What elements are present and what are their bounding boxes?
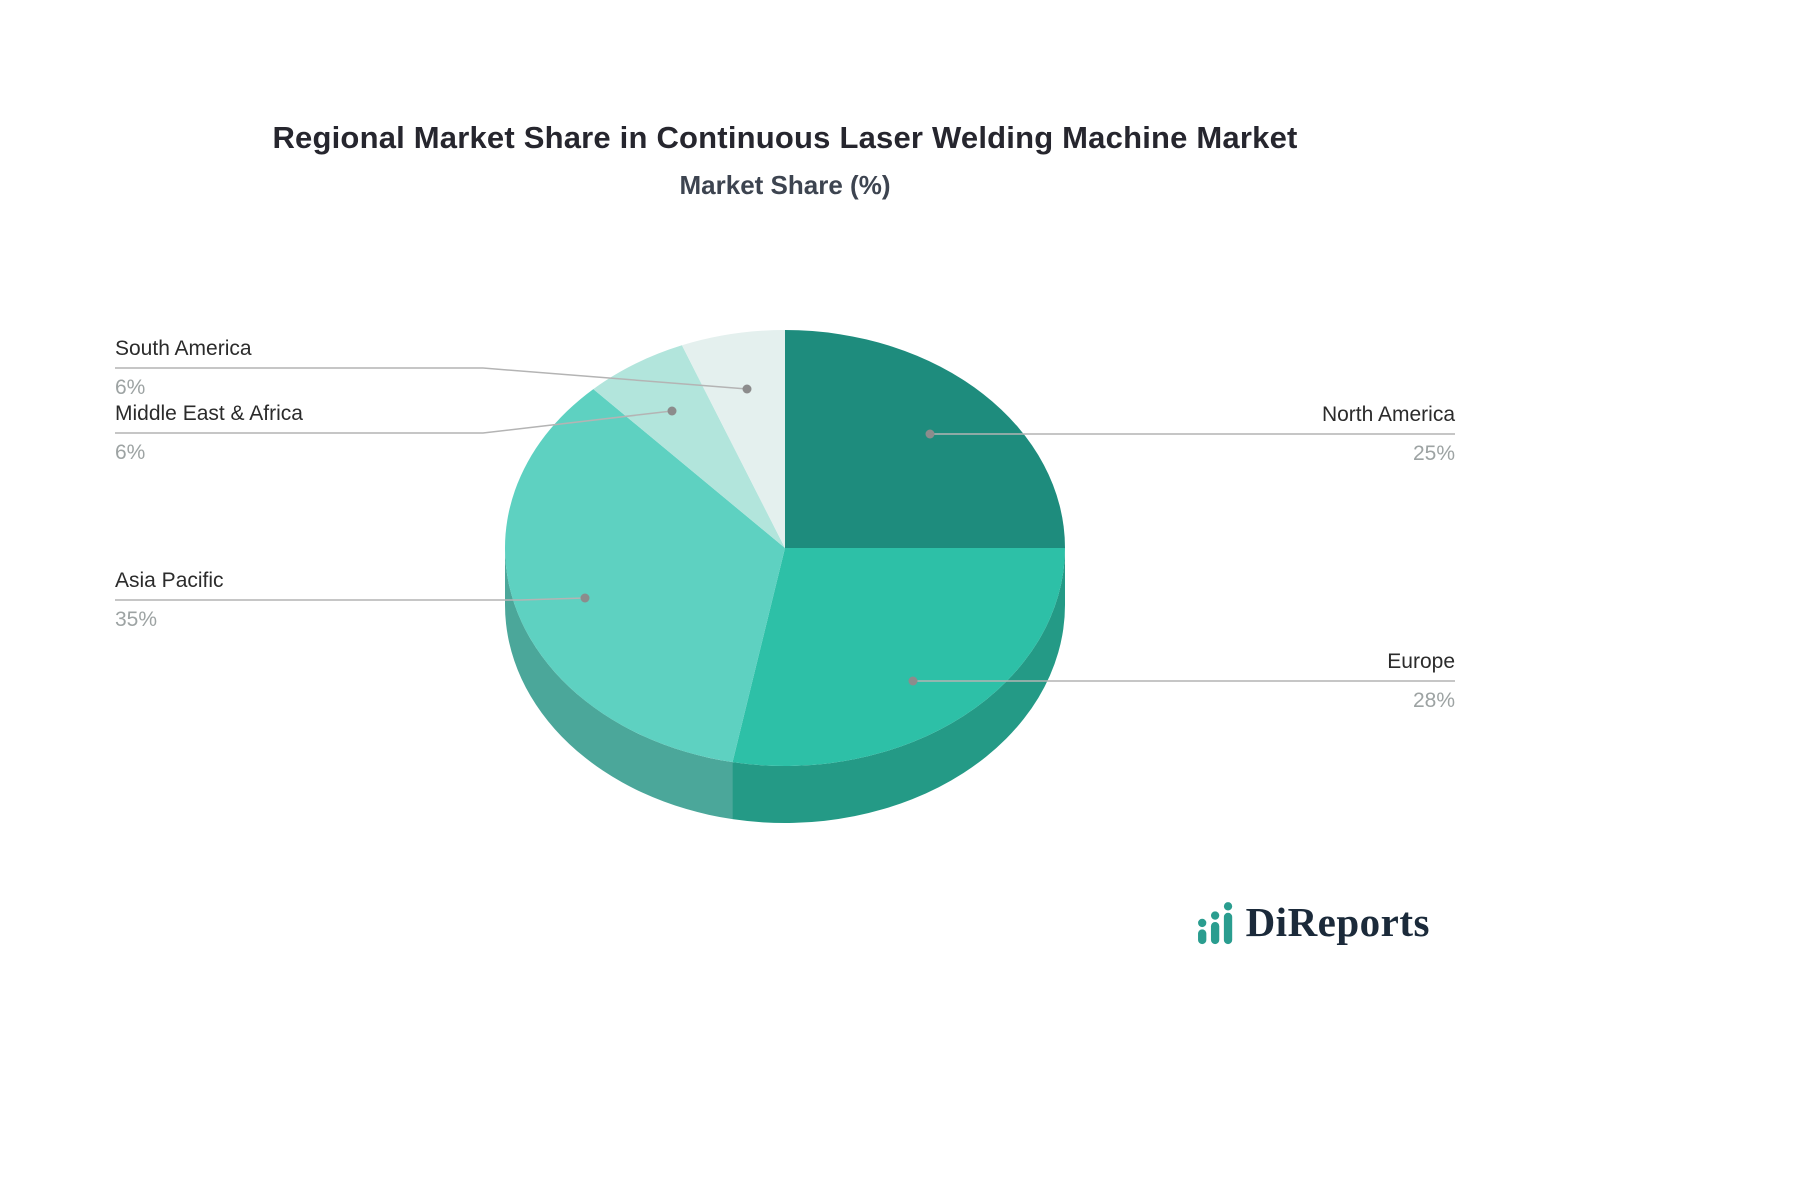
pie-slice-europe	[732, 548, 1065, 767]
direports-logo-text: DiReports	[1245, 899, 1430, 945]
direports-logo-icon	[1197, 902, 1232, 945]
slice-label-value: 25%	[1412, 442, 1455, 465]
slice-label-name: Middle East & Africa	[115, 402, 303, 425]
leader-dot-south-america	[742, 384, 752, 394]
slice-label-north-america: North America 25%	[1035, 400, 1455, 469]
leader-dot-europe	[908, 676, 918, 686]
leader-dot-middle-east-africa	[667, 406, 677, 416]
leader-dot-north-america	[925, 429, 935, 439]
slice-label-name: Europe	[1387, 650, 1455, 673]
pie-depth-asia-pacific	[505, 548, 733, 820]
slice-label-name: Asia Pacific	[115, 569, 224, 592]
slice-label-value: 35%	[115, 608, 158, 631]
leader-line-south-america	[115, 367, 748, 390]
pie-depth-europe	[732, 548, 1065, 824]
slice-label-name: South America	[115, 337, 252, 360]
chart-subtitle: Market Share (%)	[679, 170, 891, 200]
slice-label-asia-pacific: Asia Pacific 35%	[115, 566, 224, 635]
slice-label-name: North America	[1321, 403, 1455, 426]
slice-label-europe: Europe 28%	[1035, 647, 1455, 716]
chart-title: Regional Market Share in Continuous Lase…	[272, 120, 1298, 155]
slice-label-value: 28%	[1412, 689, 1455, 712]
slice-label-value: 6%	[115, 376, 146, 399]
direports-logo: DiReports	[1196, 898, 1430, 946]
slice-label-south-america: South America 6%	[115, 334, 252, 403]
pie-slice-middle-east-africa	[593, 345, 785, 548]
leader-line-asia-pacific	[115, 597, 586, 601]
pie-slice-north-america	[785, 330, 1065, 548]
pie-slice-south-america	[681, 330, 785, 548]
leader-line-middle-east-africa	[115, 410, 673, 434]
slice-label-value: 6%	[115, 441, 146, 464]
leader-dot-asia-pacific	[580, 593, 590, 603]
pie-slice-asia-pacific	[504, 389, 785, 763]
slice-label-middle-east-africa: Middle East & Africa 6%	[115, 399, 303, 468]
